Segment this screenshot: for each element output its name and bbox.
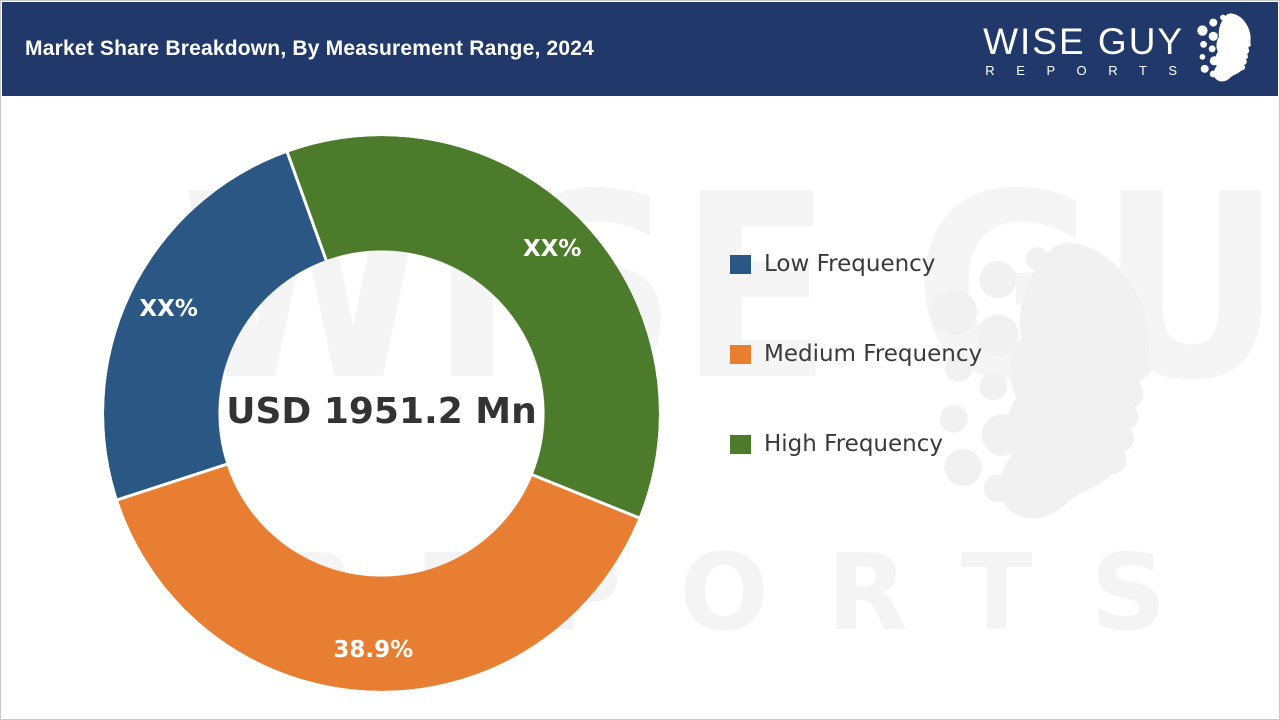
logo-text: WISE GUY R E P O R T S xyxy=(981,23,1186,78)
legend-swatch-high-frequency xyxy=(730,434,751,454)
legend-swatch-low-frequency xyxy=(730,254,751,274)
legend: Low Frequency Medium Frequency High Freq… xyxy=(730,251,983,523)
logo-subtext: R E P O R T S xyxy=(985,62,1186,78)
legend-label: Medium Frequency xyxy=(764,341,983,367)
chart-title: Market Share Breakdown, By Measurement R… xyxy=(25,37,595,60)
donut-chart: XX% 38.9% XX% USD 1951.2 Mn xyxy=(104,136,659,691)
legend-label: Low Frequency xyxy=(764,251,936,277)
slice-percentage-label: XX% xyxy=(139,296,198,323)
logo-head-icon xyxy=(1197,13,1251,82)
legend-item-high-frequency: High Frequency xyxy=(730,431,982,457)
donut-center-value: USD 1951.2 Mn xyxy=(226,390,537,432)
header-bar: Market Share Breakdown, By Measurement R… xyxy=(2,2,1278,96)
logo-wordmark: WISE GUY xyxy=(983,20,1185,62)
legend-item-medium-frequency: Medium Frequency xyxy=(730,341,983,367)
slice-percentage-label: XX% xyxy=(522,236,582,263)
legend-item-low-frequency: Low Frequency xyxy=(730,251,982,277)
slice-percentage-label: 38.9% xyxy=(333,637,414,664)
legend-swatch-medium-frequency xyxy=(730,344,751,364)
wise-guy-reports-logo: WISE GUY R E P O R T S xyxy=(981,10,1264,90)
legend-label: High Frequency xyxy=(764,431,943,457)
